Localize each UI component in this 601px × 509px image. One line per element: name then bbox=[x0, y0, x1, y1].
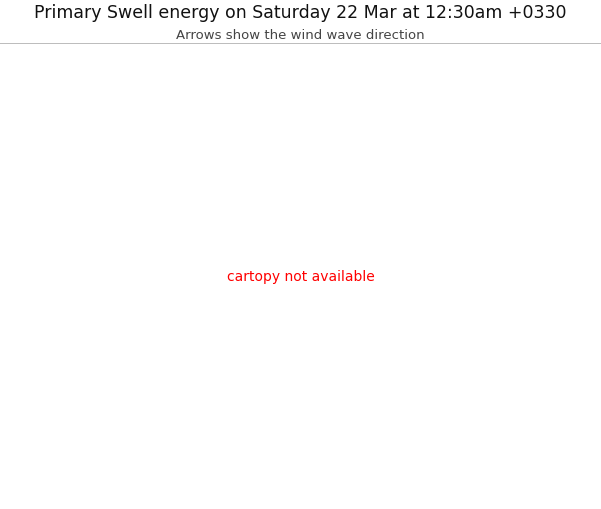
Text: cartopy not available: cartopy not available bbox=[227, 270, 374, 284]
Text: Primary Swell energy on Saturday 22 Mar at 12:30am +0330: Primary Swell energy on Saturday 22 Mar … bbox=[34, 5, 567, 22]
Text: Arrows show the wind wave direction: Arrows show the wind wave direction bbox=[176, 29, 425, 41]
